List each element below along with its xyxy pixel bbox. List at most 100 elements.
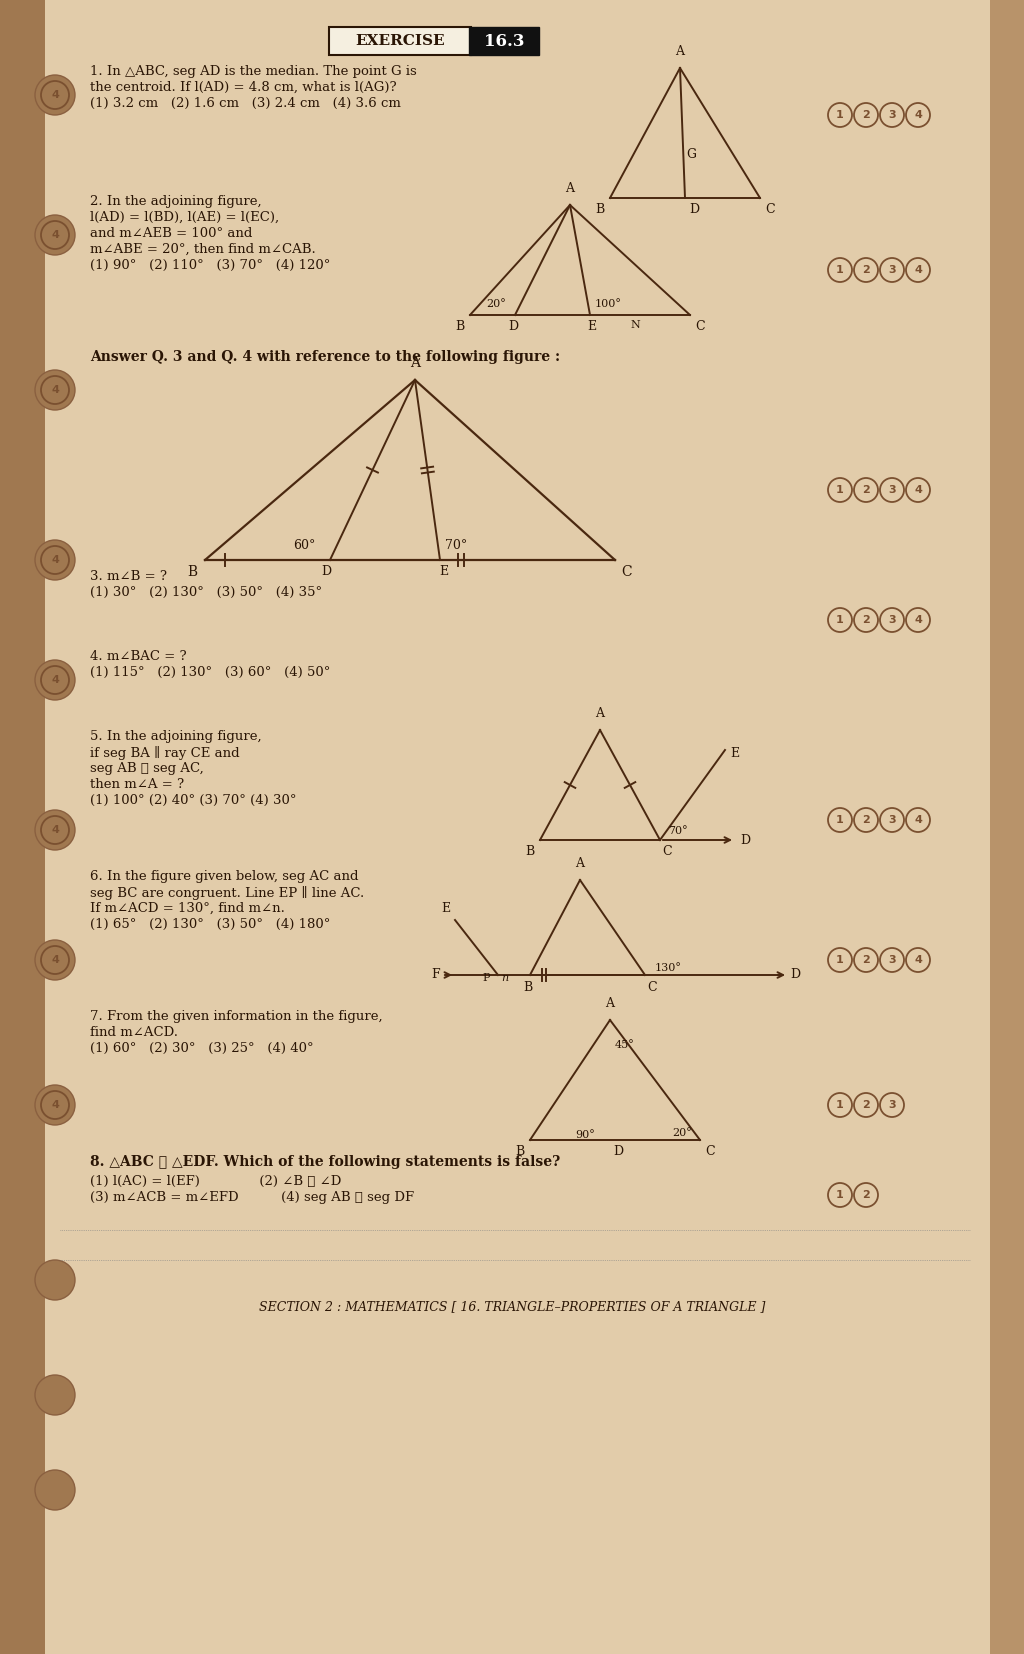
Text: A: A	[575, 857, 585, 870]
Text: 4: 4	[51, 89, 59, 99]
Circle shape	[35, 1470, 75, 1510]
Text: 3: 3	[888, 265, 896, 275]
Text: 20°: 20°	[486, 299, 506, 309]
Text: C: C	[621, 566, 632, 579]
Text: (1) 3.2 cm   (2) 1.6 cm   (3) 2.4 cm   (4) 3.6 cm: (1) 3.2 cm (2) 1.6 cm (3) 2.4 cm (4) 3.6…	[90, 98, 400, 111]
Text: 20°: 20°	[672, 1128, 692, 1138]
Text: E: E	[441, 901, 450, 915]
Text: C: C	[662, 845, 672, 858]
Text: 2: 2	[862, 111, 869, 121]
Text: B: B	[456, 319, 465, 332]
Text: l(AD) = l(BD), l(AE) = l(EC),: l(AD) = l(BD), l(AE) = l(EC),	[90, 212, 280, 223]
Text: 8. △ABC ≅ △EDF. Which of the following statements is false?: 8. △ABC ≅ △EDF. Which of the following s…	[90, 1154, 560, 1169]
Text: if seg BA ∥ ray CE and: if seg BA ∥ ray CE and	[90, 746, 240, 759]
Text: D: D	[689, 203, 699, 217]
Text: 1: 1	[837, 1100, 844, 1110]
Text: D: D	[790, 969, 800, 981]
Text: 4: 4	[51, 675, 59, 685]
Text: and m∠AEB = 100° and: and m∠AEB = 100° and	[90, 227, 252, 240]
Text: seg BC are congruent. Line EP ∥ line AC.: seg BC are congruent. Line EP ∥ line AC.	[90, 887, 365, 900]
Text: F: F	[431, 969, 440, 981]
Text: D: D	[740, 834, 751, 847]
Text: 3: 3	[888, 954, 896, 964]
Text: seg AB ≅ seg AC,: seg AB ≅ seg AC,	[90, 762, 204, 776]
Text: EXERCISE: EXERCISE	[355, 35, 444, 48]
Text: E: E	[588, 319, 597, 332]
Text: 1. In △ABC, seg AD is the median. The point G is: 1. In △ABC, seg AD is the median. The po…	[90, 65, 417, 78]
FancyBboxPatch shape	[0, 0, 55, 1654]
Text: 3: 3	[888, 485, 896, 495]
Circle shape	[35, 215, 75, 255]
Text: 4: 4	[914, 111, 922, 121]
Text: 3. m∠B = ?: 3. m∠B = ?	[90, 571, 167, 582]
Circle shape	[35, 939, 75, 981]
FancyBboxPatch shape	[45, 0, 1024, 1654]
Text: m∠ABE = 20°, then find m∠CAB.: m∠ABE = 20°, then find m∠CAB.	[90, 243, 315, 256]
Circle shape	[35, 1260, 75, 1300]
Text: 4. m∠BAC = ?: 4. m∠BAC = ?	[90, 650, 186, 663]
Text: 1: 1	[837, 485, 844, 495]
Text: 4: 4	[914, 265, 922, 275]
Text: 2: 2	[862, 265, 869, 275]
Text: 1: 1	[837, 815, 844, 825]
Text: 2: 2	[862, 815, 869, 825]
Text: If m∠ACD = 130°, find m∠n.: If m∠ACD = 130°, find m∠n.	[90, 901, 285, 915]
Text: 45°: 45°	[615, 1040, 635, 1050]
Text: 3: 3	[888, 615, 896, 625]
Text: 4: 4	[914, 485, 922, 495]
Text: 4: 4	[51, 556, 59, 566]
Text: 3: 3	[888, 815, 896, 825]
Text: C: C	[765, 203, 774, 217]
Text: G: G	[686, 147, 696, 160]
Circle shape	[35, 660, 75, 700]
FancyBboxPatch shape	[469, 26, 539, 55]
Text: 1: 1	[837, 111, 844, 121]
Text: (3) m∠ACB = m∠EFD          (4) seg AB ≅ seg DF: (3) m∠ACB = m∠EFD (4) seg AB ≅ seg DF	[90, 1191, 414, 1204]
Text: n: n	[501, 973, 508, 982]
Text: C: C	[695, 319, 705, 332]
Text: 1: 1	[837, 1189, 844, 1201]
Text: SECTION 2 : MATHEMATICS [ 16. TRIANGLE–PROPERTIES OF A TRIANGLE ]: SECTION 2 : MATHEMATICS [ 16. TRIANGLE–P…	[259, 1300, 765, 1313]
Text: B: B	[525, 845, 535, 858]
Text: 2: 2	[862, 1100, 869, 1110]
Text: C: C	[705, 1145, 715, 1158]
Text: 3: 3	[888, 1100, 896, 1110]
FancyBboxPatch shape	[990, 0, 1024, 1654]
Text: 1: 1	[837, 954, 844, 964]
Text: 4: 4	[51, 230, 59, 240]
Text: A: A	[596, 706, 604, 719]
Text: B: B	[523, 981, 532, 994]
Circle shape	[35, 810, 75, 850]
Text: 2: 2	[862, 485, 869, 495]
Text: 100°: 100°	[595, 299, 622, 309]
Text: A: A	[605, 997, 614, 1011]
Text: (1) l(AC) = l(EF)              (2) ∠B ≅ ∠D: (1) l(AC) = l(EF) (2) ∠B ≅ ∠D	[90, 1174, 341, 1188]
Text: the centroid. If l(AD) = 4.8 cm, what is l(AG)?: the centroid. If l(AD) = 4.8 cm, what is…	[90, 81, 396, 94]
Text: then m∠A = ?: then m∠A = ?	[90, 777, 184, 791]
Text: B: B	[596, 203, 605, 217]
Text: 4: 4	[51, 954, 59, 964]
FancyBboxPatch shape	[329, 26, 471, 55]
Circle shape	[35, 1085, 75, 1125]
Text: D: D	[321, 566, 331, 577]
Text: 2: 2	[862, 615, 869, 625]
Text: 2: 2	[862, 954, 869, 964]
Text: 90°: 90°	[575, 1130, 595, 1140]
Text: Answer Q. 3 and Q. 4 with reference to the following figure :: Answer Q. 3 and Q. 4 with reference to t…	[90, 351, 560, 364]
Text: 7. From the given information in the figure,: 7. From the given information in the fig…	[90, 1011, 383, 1024]
Text: 4: 4	[51, 385, 59, 395]
Text: 2. In the adjoining figure,: 2. In the adjoining figure,	[90, 195, 261, 208]
Text: 60°: 60°	[294, 539, 316, 552]
Text: E: E	[439, 566, 449, 577]
Text: (1) 30°   (2) 130°   (3) 50°   (4) 35°: (1) 30° (2) 130° (3) 50° (4) 35°	[90, 586, 323, 599]
Text: A: A	[565, 182, 574, 195]
Text: 130°: 130°	[655, 963, 682, 973]
Text: B: B	[516, 1145, 525, 1158]
Text: B: B	[186, 566, 197, 579]
Text: 1: 1	[837, 265, 844, 275]
Circle shape	[35, 1374, 75, 1416]
Circle shape	[35, 539, 75, 581]
Circle shape	[35, 370, 75, 410]
Text: D: D	[508, 319, 518, 332]
Text: (1) 90°   (2) 110°   (3) 70°   (4) 120°: (1) 90° (2) 110° (3) 70° (4) 120°	[90, 260, 331, 271]
